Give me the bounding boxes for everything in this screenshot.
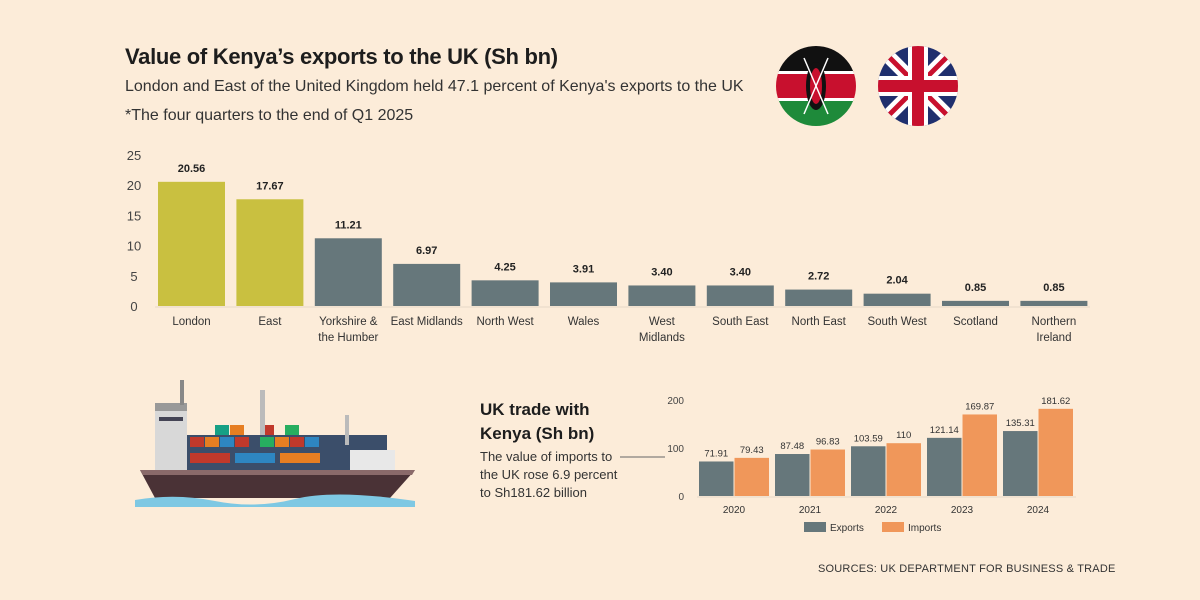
bar-south-east (706, 285, 774, 306)
subtitle: London and East of the United Kingdom he… (125, 78, 744, 95)
y-tick-label: 15 (127, 208, 141, 223)
data-label: 0.85 (1043, 282, 1064, 294)
data-label: 11.21 (335, 219, 362, 231)
x-tick-label: London (172, 316, 210, 328)
data-label: 181.62 (1041, 396, 1070, 407)
data-label: 169.87 (965, 401, 994, 412)
bar-north-west (471, 280, 539, 306)
x-tick-label: East (258, 316, 282, 328)
legend-swatch-exports (804, 522, 826, 532)
bar-exports-2022 (851, 446, 886, 496)
data-label: 96.83 (816, 437, 840, 448)
x-tick-label: West (649, 316, 676, 328)
data-label: 3.91 (573, 263, 594, 275)
x-tick-label: 2022 (875, 505, 898, 516)
legend-swatch-imports (882, 522, 904, 532)
source-note: SOURCES: UK DEPARTMENT FOR BUSINESS & TR… (818, 563, 1116, 575)
bar-exports-2023 (927, 437, 962, 496)
y-tick-label: 25 (127, 148, 141, 163)
data-label: 135.31 (1006, 418, 1035, 429)
data-label: 71.91 (704, 448, 728, 459)
data-label: 2.04 (886, 275, 908, 287)
trade-chart-annotation: The value of imports to the UK rose 6.9 … (480, 449, 618, 500)
x-tick-label: Yorkshire & (319, 316, 378, 328)
bar-scotland (942, 300, 1009, 306)
x-tick-label: Scotland (953, 316, 998, 328)
exports-by-region-chart: 0 5 10 15 20 25 20.56 London 17.67 East 11.21 Yorks… (127, 148, 1090, 344)
x-tick-label: Ireland (1036, 332, 1071, 344)
uk-flag-icon (878, 46, 958, 126)
x-tick-label: South East (712, 316, 769, 328)
bar-imports-2020 (734, 457, 769, 496)
data-label: 87.48 (780, 441, 804, 452)
bar-south-west (863, 293, 931, 306)
bar-imports-2022 (886, 443, 921, 496)
bar-wales (550, 282, 617, 306)
legend-label-imports: Imports (908, 523, 941, 534)
page-title: Value of Kenya’s exports to the UK (Sh b… (125, 44, 558, 69)
y-tick-label: 10 (127, 239, 141, 254)
x-tick-label: 2020 (723, 505, 746, 516)
y-tick-label: 0 (678, 492, 684, 503)
bar-northern-ireland (1020, 300, 1088, 306)
x-tick-label: Northern (1032, 316, 1077, 328)
y-tick-label: 5 (130, 269, 137, 284)
bar-west-midlands (628, 285, 696, 306)
cargo-ship-illustration (135, 380, 415, 507)
bar-imports-2024 (1038, 408, 1073, 496)
data-label: 2.72 (808, 271, 829, 283)
bar-north-east (785, 289, 853, 306)
x-tick-label: 2024 (1027, 505, 1050, 516)
footnote: *The four quarters to the end of Q1 2025 (125, 107, 414, 124)
y-tick-label: 200 (667, 396, 684, 407)
data-label: 6.97 (416, 245, 437, 257)
annotation-leader-line (620, 456, 665, 458)
x-tick-label: North West (476, 316, 534, 328)
y-tick-label: 20 (127, 178, 141, 193)
data-label: 20.56 (178, 163, 206, 175)
bar-yorkshire-the-humber (314, 238, 382, 306)
bar-east (236, 199, 304, 306)
bar-exports-2021 (775, 454, 810, 496)
data-label: 3.40 (730, 266, 751, 278)
data-label: 79.43 (740, 445, 764, 456)
x-tick-label: North East (792, 316, 847, 328)
y-tick-label: 100 (667, 444, 684, 455)
data-label: 3.40 (651, 266, 672, 278)
x-tick-label: the Humber (318, 332, 378, 344)
bar-imports-2023 (962, 414, 997, 496)
uk-trade-chart: 0 100 200 71.91 79.43 2020 87.48 96.83 2021 103.5… (667, 396, 1076, 534)
x-tick-label: 2023 (951, 505, 974, 516)
x-tick-label: 2021 (799, 505, 822, 516)
x-tick-label: East Midlands (391, 316, 463, 328)
x-tick-label: South West (867, 316, 927, 328)
kenya-flag-icon (776, 46, 856, 126)
containers (190, 425, 320, 463)
data-label: 0.85 (965, 282, 986, 294)
x-tick-label: Midlands (639, 332, 685, 344)
bar-east-midlands (393, 263, 461, 306)
data-label: 4.25 (494, 261, 515, 273)
y-tick-label: 0 (130, 299, 137, 314)
x-tick-label: Wales (568, 316, 600, 328)
data-label: 110 (896, 430, 911, 441)
data-label: 121.14 (930, 425, 959, 436)
bar-exports-2024 (1003, 431, 1038, 496)
data-label: 103.59 (854, 433, 883, 444)
bar-london (158, 181, 225, 306)
bar-imports-2021 (810, 449, 845, 496)
trade-chart-title: UK trade with Kenya (Sh bn) (480, 400, 595, 443)
bar-exports-2020 (699, 461, 734, 496)
data-label: 17.67 (256, 180, 284, 192)
legend-label-exports: Exports (830, 523, 864, 534)
